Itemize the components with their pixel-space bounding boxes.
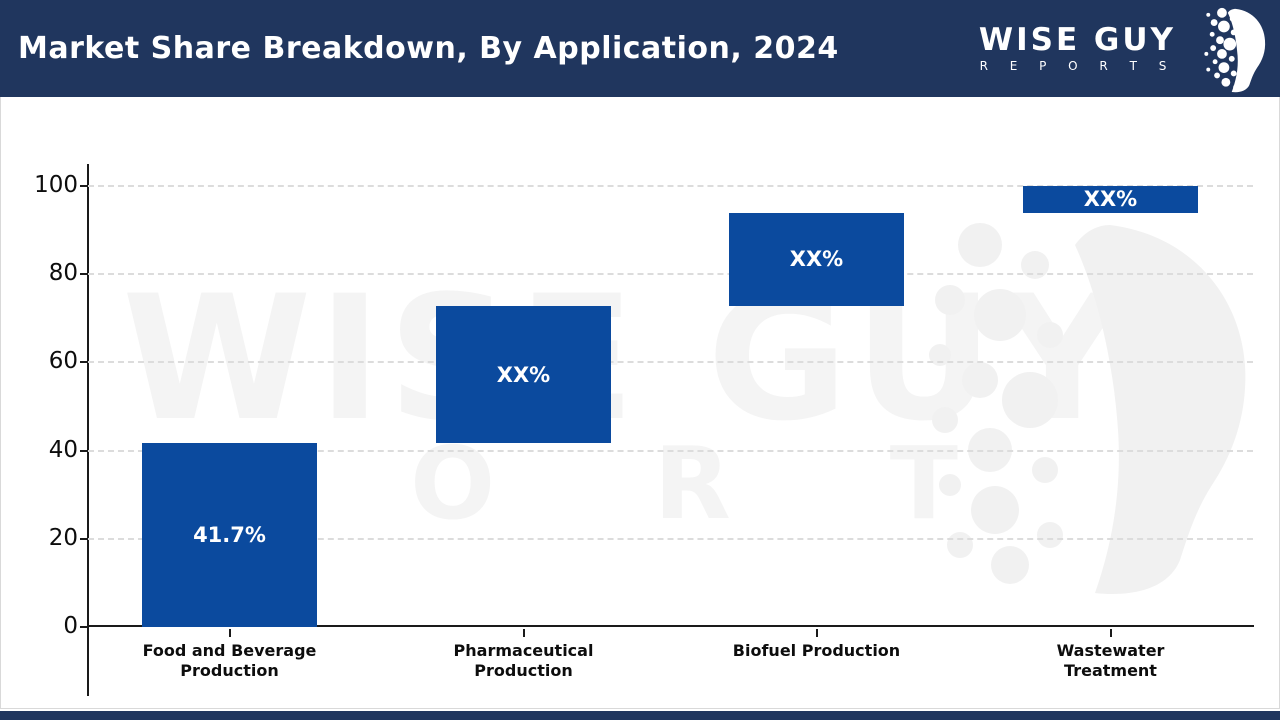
x-tick-mark bbox=[1109, 629, 1112, 637]
x-axis-line bbox=[87, 625, 1254, 627]
bar-value-label: XX% bbox=[496, 362, 551, 387]
bar-segment: 41.7% bbox=[142, 443, 317, 627]
y-tick-mark bbox=[80, 273, 88, 276]
y-tick-mark bbox=[80, 537, 88, 540]
dotted-face-icon bbox=[1204, 7, 1266, 92]
y-tick-label: 0 bbox=[63, 613, 78, 639]
bar-segment: XX% bbox=[1023, 186, 1198, 213]
gridline-40 bbox=[88, 449, 1253, 452]
y-tick-mark bbox=[80, 449, 88, 452]
x-category-label: Biofuel Production bbox=[732, 641, 901, 660]
y-tick-mark bbox=[80, 626, 88, 628]
x-tick-mark bbox=[228, 629, 231, 637]
wise-guy-reports-logo: WISE GUY R E P O R T S bbox=[979, 5, 1280, 93]
gridline-20 bbox=[88, 537, 1253, 540]
footer-bar bbox=[0, 711, 1280, 720]
x-category-label: Wastewater Treatment bbox=[1056, 641, 1165, 680]
x-category-label: Food and Beverage Production bbox=[142, 641, 317, 680]
gridline-100 bbox=[88, 185, 1253, 187]
header-bar: Market Share Breakdown, By Application, … bbox=[0, 0, 1280, 97]
x-category-label: Pharmaceutical Production bbox=[453, 641, 594, 680]
y-tick-label: 40 bbox=[48, 436, 78, 463]
x-tick-mark bbox=[522, 629, 525, 637]
y-tick-label: 80 bbox=[48, 260, 78, 287]
bar-segment: XX% bbox=[729, 212, 904, 306]
logo-subtitle: R E P O R T S bbox=[979, 59, 1176, 73]
waterfall-chart: 41.7% XX% XX% XX% 0 20 40 60 80 100 Food and Beve… bbox=[0, 97, 1280, 720]
gridline-60 bbox=[88, 361, 1253, 364]
logo-wordmark: WISE GUY bbox=[978, 22, 1176, 58]
y-tick-label: 20 bbox=[48, 524, 78, 551]
bar-value-label: 41.7% bbox=[193, 523, 266, 548]
y-tick-mark bbox=[80, 185, 88, 187]
watermark-reports: P O R T S bbox=[178, 425, 1251, 542]
watermark-face-icon bbox=[929, 223, 1246, 595]
bar-segment: XX% bbox=[436, 305, 611, 444]
y-tick-label: 100 bbox=[34, 172, 78, 198]
bar-value-label: XX% bbox=[1083, 187, 1138, 212]
y-tick-mark bbox=[80, 361, 88, 364]
x-tick-mark bbox=[815, 629, 818, 637]
y-axis-line bbox=[87, 164, 89, 696]
bar-value-label: XX% bbox=[789, 247, 844, 272]
gridline-80 bbox=[88, 273, 1253, 276]
page-title: Market Share Breakdown, By Application, … bbox=[18, 31, 839, 66]
y-tick-label: 60 bbox=[48, 348, 78, 375]
